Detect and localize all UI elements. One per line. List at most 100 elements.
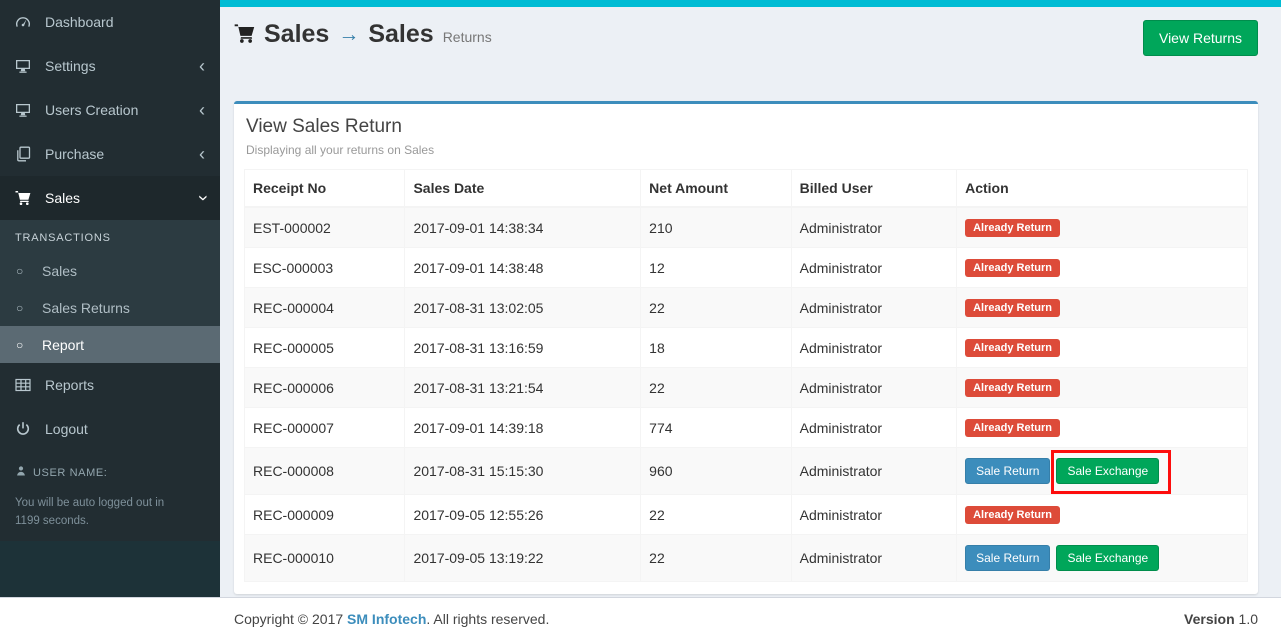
column-header-sales-date: Sales Date — [404, 169, 642, 208]
breadcrumb-returns: Returns — [442, 29, 492, 45]
submenu-item-label: Report — [42, 336, 85, 353]
cell-receipt-no: REC-000007 — [243, 407, 406, 448]
column-header-action: Action — [956, 169, 1248, 208]
sidebar-item-settings[interactable]: Settings ‹ — [0, 44, 220, 88]
sale-return-button[interactable]: Sale Return — [965, 458, 1051, 484]
cell-net-amount: 22 — [640, 367, 792, 408]
sidebar-item-purchase[interactable]: Purchase ‹ — [0, 132, 220, 176]
already-return-badge: Already Return — [965, 259, 1060, 277]
cell-sales-date: 2017-09-05 12:55:26 — [404, 494, 642, 535]
version-label: Version — [1184, 610, 1235, 627]
sidebar-item-reports[interactable]: Reports — [0, 363, 220, 407]
cell-billed-user: Administrator — [790, 287, 958, 328]
cell-billed-user: Administrator — [790, 407, 958, 448]
circle-icon: ○ — [16, 337, 24, 352]
cell-billed-user: Administrator — [790, 206, 958, 248]
column-header-billed-user: Billed User — [790, 169, 958, 208]
cell-receipt-no: REC-000010 — [243, 534, 406, 582]
cell-sales-date: 2017-08-31 13:16:59 — [404, 327, 642, 368]
brand-link[interactable]: SM Infotech — [347, 610, 427, 627]
cell-net-amount: 22 — [640, 494, 792, 535]
submenu-item-label: Sales Returns — [42, 299, 130, 316]
cell-billed-user: Administrator — [790, 367, 958, 408]
sale-exchange-button[interactable]: Sale Exchange — [1056, 458, 1160, 484]
sales-returns-table: Receipt No Sales Date Net Amount Billed … — [243, 169, 1248, 582]
card-header: View Sales Return Displaying all your re… — [234, 104, 1258, 165]
cell-action: Already Return — [956, 407, 1248, 448]
already-return-badge: Already Return — [965, 219, 1060, 237]
submenu-item-report[interactable]: ○ Report — [0, 326, 220, 363]
cell-net-amount: 210 — [640, 206, 792, 248]
table-icon — [15, 377, 37, 393]
card-body: Receipt No Sales Date Net Amount Billed … — [234, 165, 1258, 594]
desktop-icon — [15, 102, 37, 118]
chevron-down-icon: ‹ — [192, 195, 212, 201]
sale-exchange-button[interactable]: Sale Exchange — [1056, 545, 1160, 571]
sidebar-item-label: Logout — [45, 421, 88, 437]
cell-action: Already Return — [956, 287, 1248, 328]
cell-billed-user: Administrator — [790, 534, 958, 582]
cell-sales-date: 2017-08-31 15:15:30 — [404, 447, 642, 495]
cell-receipt-no: EST-000002 — [243, 206, 406, 248]
dashboard-icon — [15, 14, 37, 30]
table-row: ESC-000003 2017-09-01 14:38:48 12 Administr… — [243, 247, 1248, 288]
column-header-receipt-no: Receipt No — [243, 169, 406, 208]
cell-sales-date: 2017-09-05 13:19:22 — [404, 534, 642, 582]
sale-return-button[interactable]: Sale Return — [965, 545, 1051, 571]
table-row: EST-000002 2017-09-01 14:38:34 210 Administ… — [243, 206, 1248, 248]
copyright-text: Copyright © 2017 SM Infotech. All rights… — [234, 611, 549, 627]
cell-sales-date: 2017-09-01 14:38:34 — [404, 206, 642, 248]
sidebar-item-label: Settings — [45, 58, 96, 74]
card-title: View Sales Return — [246, 116, 402, 137]
breadcrumb-sales-page: Sales — [368, 20, 434, 48]
chevron-left-icon: ‹ — [199, 144, 205, 164]
circle-icon: ○ — [16, 300, 24, 315]
cell-action: Already Return — [956, 206, 1248, 248]
cell-net-amount: 774 — [640, 407, 792, 448]
cell-net-amount: 960 — [640, 447, 792, 495]
cell-receipt-no: REC-000006 — [243, 367, 406, 408]
submenu-item-sales-returns[interactable]: ○ Sales Returns — [0, 289, 220, 326]
cell-net-amount: 12 — [640, 247, 792, 288]
column-header-net-amount: Net Amount — [640, 169, 792, 208]
cell-receipt-no: REC-000009 — [243, 494, 406, 535]
cart-icon — [15, 190, 37, 206]
submenu-item-label: Sales — [42, 262, 78, 279]
user-name-label: USER NAME: — [33, 466, 108, 479]
cell-receipt-no: ESC-000003 — [243, 247, 406, 288]
card-subtitle: Displaying all your returns on Sales — [246, 143, 435, 157]
submenu-section-header: TRANSACTIONS — [15, 232, 111, 244]
sidebar-item-logout[interactable]: Logout — [0, 407, 220, 451]
chevron-left-icon: ‹ — [199, 56, 205, 76]
sidebar-item-label: Reports — [45, 377, 95, 393]
cell-action: Already Return — [956, 494, 1248, 535]
top-accent-bar — [220, 0, 1281, 7]
sidebar-item-users-creation[interactable]: Users Creation ‹ — [0, 88, 220, 132]
already-return-badge: Already Return — [965, 506, 1060, 524]
table-row: REC-000007 2017-09-01 14:39:18 774 Administ… — [243, 407, 1248, 448]
submenu-item-sales[interactable]: ○ Sales — [0, 252, 220, 289]
annotation-highlight: Sale Exchange — [1051, 450, 1171, 494]
files-icon — [15, 146, 37, 162]
content-header: Sales → Sales Returns View Returns — [220, 7, 1281, 56]
sidebar-item-label: Dashboard — [45, 14, 114, 30]
table-row: REC-000008 2017-08-31 15:15:30 960 Administ… — [243, 447, 1248, 495]
copyright-suffix: . All rights reserved. — [426, 610, 550, 627]
cell-action: Already Return — [956, 247, 1248, 288]
page-title: Sales → Sales Returns — [234, 20, 492, 49]
cell-billed-user: Administrator — [790, 494, 958, 535]
table-row: REC-000005 2017-08-31 13:16:59 18 Administr… — [243, 327, 1248, 368]
view-returns-button[interactable]: View Returns — [1142, 20, 1258, 56]
sidebar-item-label: Users Creation — [45, 102, 139, 118]
breadcrumb-sales: Sales — [264, 20, 330, 48]
table-row: REC-000006 2017-08-31 13:21:54 22 Administr… — [243, 367, 1248, 408]
cell-billed-user: Administrator — [790, 247, 958, 288]
already-return-badge: Already Return — [965, 419, 1060, 437]
sidebar-item-sales[interactable]: Sales ‹ — [0, 176, 220, 220]
cell-receipt-no: REC-000008 — [243, 447, 406, 495]
circle-icon: ○ — [16, 263, 24, 278]
cell-sales-date: 2017-08-31 13:02:05 — [404, 287, 642, 328]
cell-net-amount: 18 — [640, 327, 792, 368]
sidebar-item-dashboard[interactable]: Dashboard — [0, 0, 220, 44]
user-panel: USER NAME: You will be auto logged out i… — [0, 451, 220, 541]
